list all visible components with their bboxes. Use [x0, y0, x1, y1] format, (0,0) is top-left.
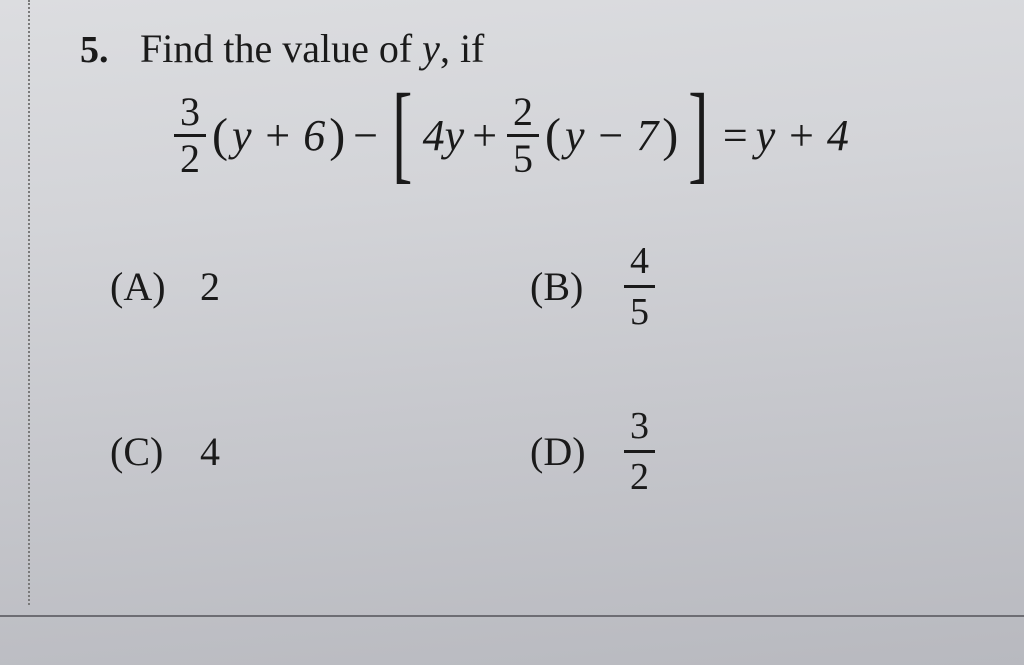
- prompt-after: , if: [440, 26, 484, 71]
- plus-op-1: +: [466, 114, 503, 158]
- prompt-before: Find the value of: [140, 26, 422, 71]
- option-label-d: (D): [530, 428, 620, 475]
- option-value-b: 4 5: [620, 239, 659, 334]
- question-row: 5. Find the value of y, if: [80, 25, 1024, 72]
- frac-num: 4: [624, 239, 655, 285]
- frac-den: 5: [624, 285, 655, 334]
- option-label-c: (C): [110, 428, 200, 475]
- fraction-3-over-2: 3 2: [174, 92, 206, 179]
- frac-den: 5: [507, 134, 539, 179]
- rparen-2: ): [660, 112, 680, 160]
- option-b[interactable]: (B) 4 5: [530, 239, 950, 334]
- option-label-a: (A): [110, 263, 200, 310]
- option-label-b: (B): [530, 263, 620, 310]
- margin-rule: [28, 0, 30, 605]
- term-4y: 4y: [421, 114, 467, 158]
- rhs-y-plus-4: y + 4: [754, 114, 851, 158]
- minus-op: −: [347, 114, 384, 158]
- equals-op: =: [717, 114, 754, 158]
- group-y-minus-7: y − 7: [563, 114, 660, 158]
- page: 5. Find the value of y, if 3 2 ( y + 6 )…: [0, 0, 1024, 665]
- rparen-1: ): [327, 112, 347, 160]
- frac-num: 3: [624, 404, 655, 450]
- fraction-3-over-2: 3 2: [624, 404, 655, 499]
- question-number: 5.: [80, 28, 140, 72]
- question-text: Find the value of y, if: [140, 25, 484, 72]
- frac-den: 2: [174, 134, 206, 179]
- frac-num: 2: [507, 92, 539, 134]
- lparen-2: (: [543, 112, 563, 160]
- options-grid: (A) 2 (B) 4 5 (C) 4 (D) 3 2: [110, 239, 1024, 499]
- fraction-4-over-5: 4 5: [624, 239, 655, 334]
- horizontal-rule: [0, 615, 1024, 617]
- equation: 3 2 ( y + 6 ) − [ 4y + 2 5 ( y − 7 ) ] =…: [170, 92, 1024, 179]
- lparen-1: (: [210, 112, 230, 160]
- variable-y: y: [422, 26, 440, 71]
- frac-den: 2: [624, 450, 655, 499]
- option-value-a: 2: [200, 263, 220, 310]
- option-a[interactable]: (A) 2: [110, 239, 530, 334]
- option-value-d: 3 2: [620, 404, 659, 499]
- frac-num: 3: [174, 92, 206, 134]
- option-d[interactable]: (D) 3 2: [530, 404, 950, 499]
- option-c[interactable]: (C) 4: [110, 404, 530, 499]
- group-y-plus-6: y + 6: [230, 114, 327, 158]
- option-value-c: 4: [200, 428, 220, 475]
- fraction-2-over-5: 2 5: [507, 92, 539, 179]
